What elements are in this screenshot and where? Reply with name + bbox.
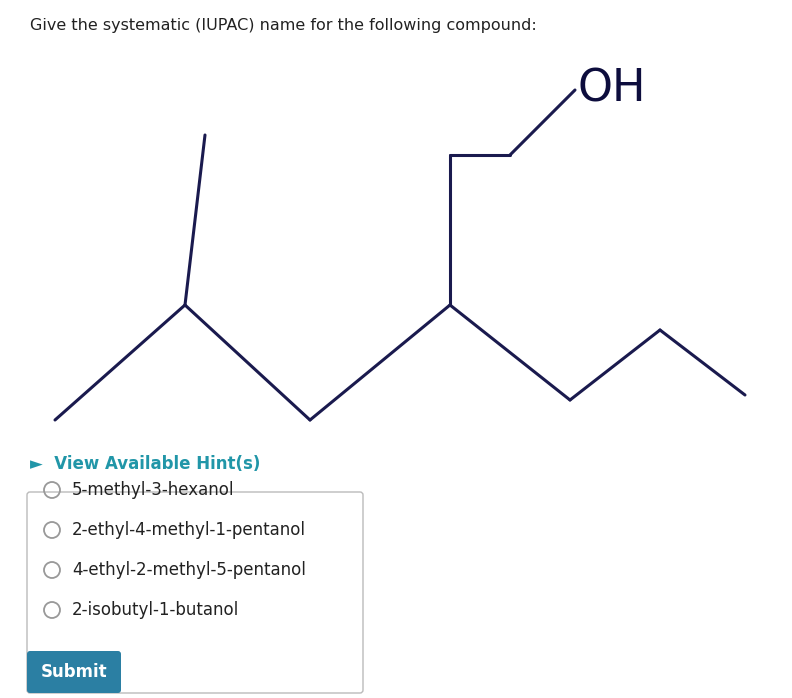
Text: 4-ethyl-2-methyl-5-pentanol: 4-ethyl-2-methyl-5-pentanol (72, 561, 306, 579)
Text: ►  View Available Hint(s): ► View Available Hint(s) (30, 455, 261, 473)
Text: 5-methyl-3-hexanol: 5-methyl-3-hexanol (72, 481, 234, 499)
FancyBboxPatch shape (27, 651, 121, 693)
Text: Give the systematic (IUPAC) name for the following compound:: Give the systematic (IUPAC) name for the… (30, 18, 537, 33)
FancyBboxPatch shape (27, 492, 363, 693)
Text: 2-isobutyl-1-butanol: 2-isobutyl-1-butanol (72, 601, 239, 619)
Text: Submit: Submit (40, 663, 107, 681)
Text: 2-ethyl-4-methyl-1-pentanol: 2-ethyl-4-methyl-1-pentanol (72, 521, 306, 539)
Text: OH: OH (577, 68, 645, 111)
